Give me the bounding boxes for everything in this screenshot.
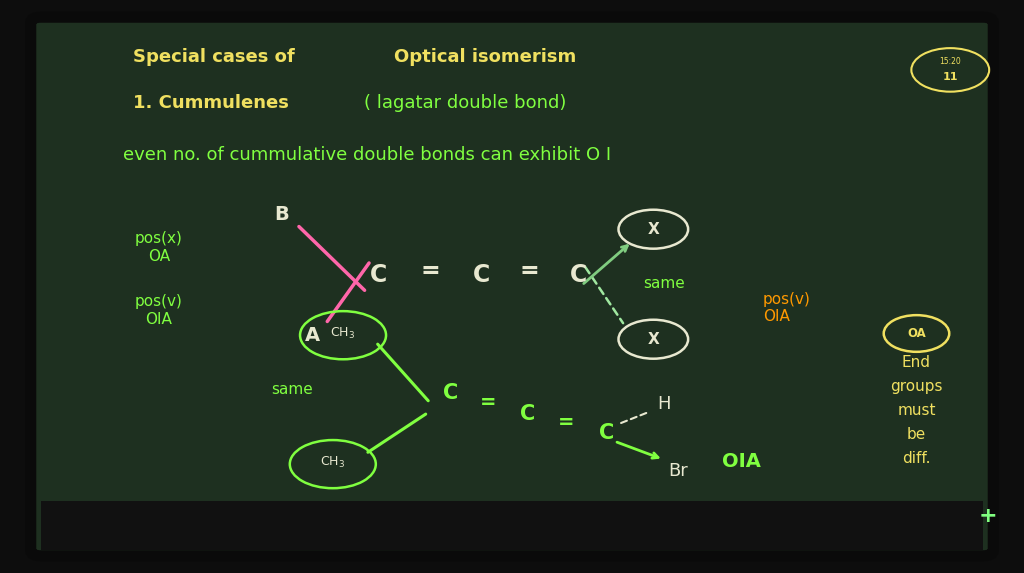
Text: C: C	[520, 404, 535, 423]
Bar	[41, 501, 983, 550]
Text: =: =	[519, 259, 540, 283]
Text: =: =	[480, 393, 497, 412]
Text: OIA: OIA	[722, 452, 761, 471]
Text: C: C	[570, 263, 587, 287]
Text: OIA: OIA	[145, 312, 172, 327]
Text: H: H	[656, 395, 671, 413]
Text: even no. of cummulative double bonds can exhibit O I: even no. of cummulative double bonds can…	[123, 146, 611, 164]
Text: B: B	[274, 205, 289, 225]
Text: C: C	[443, 383, 458, 402]
Text: C: C	[371, 263, 387, 287]
Text: CH$_3$: CH$_3$	[331, 326, 355, 341]
Text: Optical isomerism: Optical isomerism	[394, 48, 577, 66]
Text: pos(x): pos(x)	[135, 231, 182, 246]
Text: OA: OA	[907, 327, 926, 340]
FancyBboxPatch shape	[31, 17, 993, 556]
Text: groups: groups	[890, 379, 943, 394]
Text: =: =	[420, 259, 440, 283]
Text: C: C	[473, 263, 489, 287]
Text: pos(v): pos(v)	[763, 292, 811, 307]
Text: 15:20: 15:20	[939, 57, 962, 66]
Text: C: C	[599, 423, 613, 442]
Text: must: must	[897, 403, 936, 418]
Text: 11: 11	[942, 72, 958, 82]
Text: same: same	[271, 382, 313, 397]
Text: ( lagatar double bond): ( lagatar double bond)	[364, 94, 566, 112]
Text: X: X	[647, 332, 659, 347]
Text: diff.: diff.	[902, 451, 931, 466]
Text: Special cases of: Special cases of	[133, 48, 301, 66]
Text: OA: OA	[147, 249, 170, 264]
Text: A: A	[305, 325, 319, 345]
Text: X: X	[647, 222, 659, 237]
Text: +: +	[979, 506, 997, 525]
Text: OIA: OIA	[763, 309, 790, 324]
Text: =: =	[558, 413, 574, 433]
Text: Br: Br	[668, 462, 688, 480]
Text: CH$_3$: CH$_3$	[321, 455, 345, 470]
Text: same: same	[643, 276, 685, 291]
Text: End: End	[902, 355, 931, 370]
Text: pos(v): pos(v)	[135, 295, 182, 309]
Text: be: be	[907, 427, 926, 442]
Text: 1. Cummulenes: 1. Cummulenes	[133, 94, 289, 112]
